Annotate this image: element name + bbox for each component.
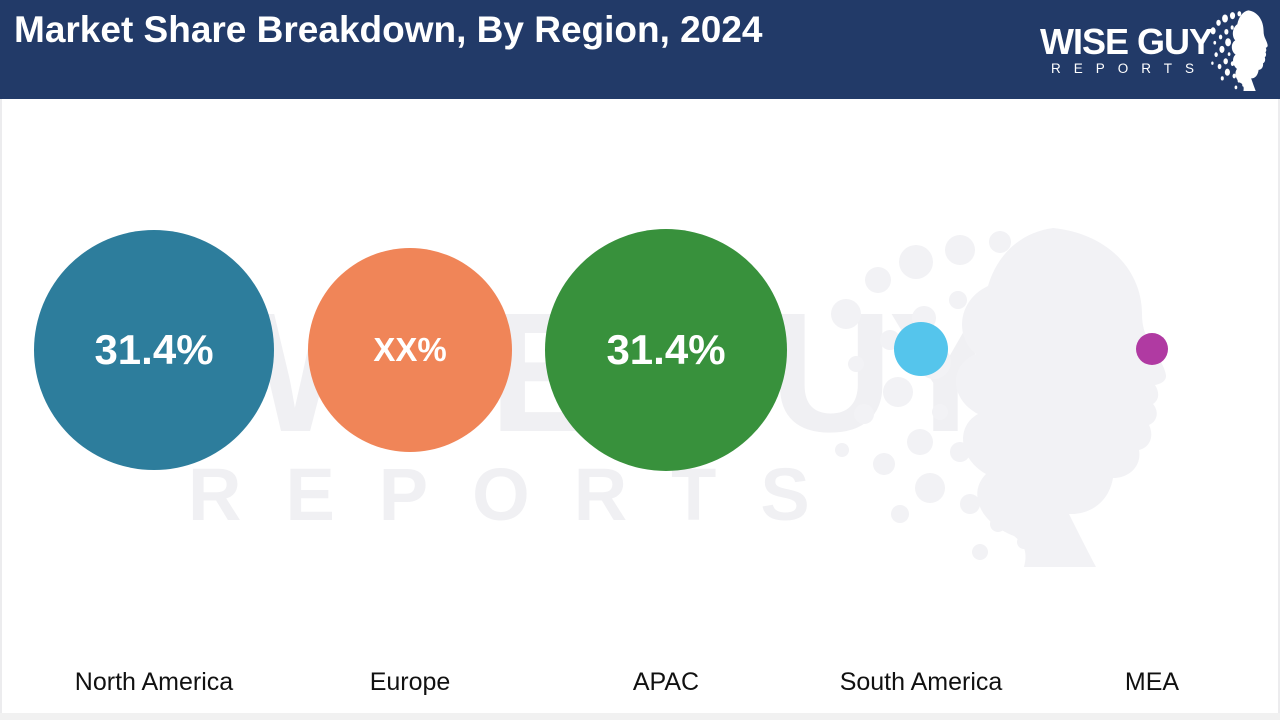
- region-label-apac: APAC: [632, 668, 700, 696]
- wiseguy-head-watermark-icon: [831, 228, 1166, 567]
- region-label-south-america: South America: [839, 668, 1003, 696]
- bubble-south-america: [894, 322, 948, 376]
- wiseguy-logo: WISE GUY REPORTS: [1040, 2, 1268, 97]
- region-label-north-america: North America: [74, 668, 234, 696]
- page-title: Market Share Breakdown, By Region, 2024: [14, 9, 763, 50]
- logo-subtext: REPORTS: [1050, 61, 1207, 77]
- logo-text: WISE GUY REPORTS: [1039, 20, 1213, 77]
- bubble-value-label: XX%: [373, 331, 447, 368]
- region-label-mea: MEA: [1124, 668, 1180, 696]
- right-edge-border: [1278, 99, 1280, 720]
- bubble-north-america: 31.4%: [34, 230, 274, 470]
- watermark-subtext: REPORTS: [188, 453, 854, 536]
- header-bar: Market Share Breakdown, By Region, 2024 …: [0, 0, 1280, 99]
- logo-wordmark: WISE GUY: [1039, 20, 1213, 62]
- bubble-value-label: 31.4%: [94, 326, 214, 373]
- left-edge-border: [0, 99, 2, 720]
- bottom-strip: [0, 713, 1280, 720]
- bubble-apac: 31.4%: [545, 229, 787, 471]
- bubble-europe: XX%: [308, 248, 512, 452]
- bubble-mea: [1136, 333, 1168, 365]
- bubble-value-label: 31.4%: [606, 326, 726, 373]
- region-label-europe: Europe: [369, 668, 451, 696]
- wiseguy-head-logo-icon: [1210, 9, 1268, 91]
